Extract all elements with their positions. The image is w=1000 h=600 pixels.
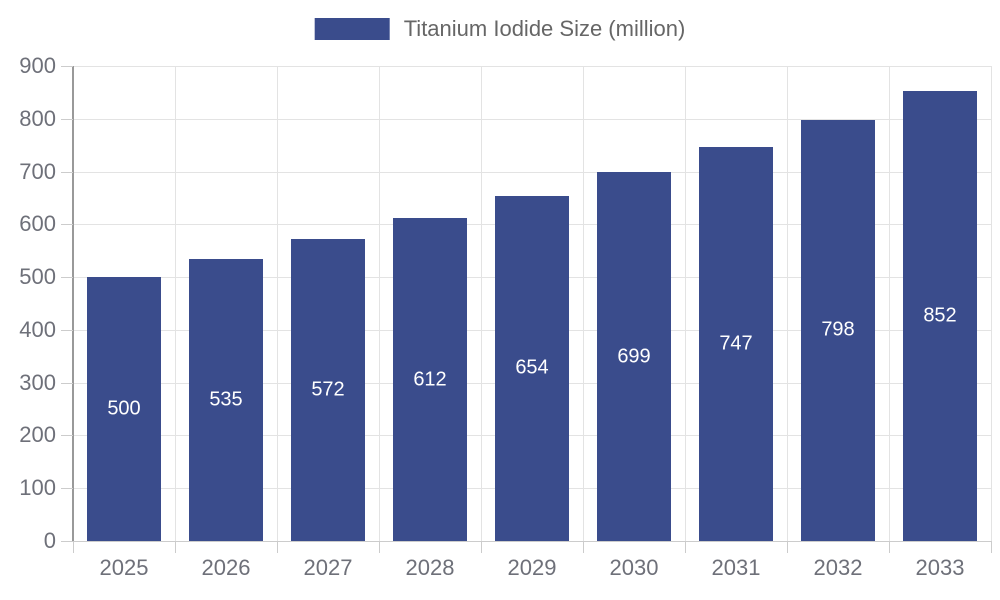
gridline-vertical — [889, 66, 890, 541]
gridline-vertical — [787, 66, 788, 541]
legend[interactable]: Titanium Iodide Size (million) — [315, 16, 686, 42]
y-tick-mark — [61, 66, 73, 67]
x-tick-mark — [481, 541, 482, 553]
x-tick-mark — [379, 541, 380, 553]
bar-2033[interactable]: 852 — [903, 91, 977, 541]
x-axis-tick-label: 2026 — [175, 557, 277, 579]
x-tick-mark — [175, 541, 176, 553]
bar-chart: Titanium Iodide Size (million) 500 535 572… — [0, 0, 1000, 600]
gridline-vertical — [991, 66, 992, 541]
y-axis-line — [72, 66, 74, 541]
bar-2031[interactable]: 747 — [699, 147, 773, 541]
bar-2030[interactable]: 699 — [597, 172, 671, 541]
y-axis-tick-label: 400 — [0, 319, 56, 341]
y-axis-tick-label: 600 — [0, 213, 56, 235]
bar-2025[interactable]: 500 — [87, 277, 161, 541]
x-axis-tick-label: 2031 — [685, 557, 787, 579]
bar-value-label: 798 — [801, 319, 875, 342]
x-tick-mark — [583, 541, 584, 553]
x-tick-mark — [787, 541, 788, 553]
gridline-horizontal — [73, 66, 991, 67]
plot-area: 500 535 572 612 654 699 747 798 852 — [73, 66, 991, 541]
gridline-vertical — [583, 66, 584, 541]
y-tick-mark — [61, 488, 73, 489]
bar-value-label: 747 — [699, 332, 773, 355]
y-tick-mark — [61, 224, 73, 225]
bar-value-label: 612 — [393, 368, 467, 391]
bar-2032[interactable]: 798 — [801, 120, 875, 541]
x-axis-tick-label: 2030 — [583, 557, 685, 579]
x-axis-tick-label: 2028 — [379, 557, 481, 579]
y-tick-mark — [61, 330, 73, 331]
legend-label: Titanium Iodide Size (million) — [404, 16, 686, 42]
bar-value-label: 572 — [291, 379, 365, 402]
gridline-vertical — [379, 66, 380, 541]
y-tick-mark — [61, 119, 73, 120]
y-axis-tick-label: 500 — [0, 266, 56, 288]
bar-value-label: 500 — [87, 398, 161, 421]
gridline-vertical — [685, 66, 686, 541]
y-axis-tick-label: 700 — [0, 161, 56, 183]
y-tick-mark — [61, 383, 73, 384]
y-tick-mark — [61, 435, 73, 436]
x-tick-mark — [73, 541, 74, 553]
gridline-vertical — [481, 66, 482, 541]
gridline-vertical — [277, 66, 278, 541]
x-tick-mark — [889, 541, 890, 553]
bar-2027[interactable]: 572 — [291, 239, 365, 541]
bar-value-label: 654 — [495, 357, 569, 380]
bar-2028[interactable]: 612 — [393, 218, 467, 541]
gridline-vertical — [175, 66, 176, 541]
y-tick-mark — [61, 541, 73, 542]
y-tick-mark — [61, 172, 73, 173]
x-axis-tick-label: 2029 — [481, 557, 583, 579]
y-axis-tick-label: 0 — [0, 530, 56, 552]
x-axis-tick-label: 2033 — [889, 557, 991, 579]
x-tick-mark — [685, 541, 686, 553]
bar-value-label: 852 — [903, 305, 977, 328]
bar-value-label: 699 — [597, 345, 671, 368]
x-axis-tick-label: 2032 — [787, 557, 889, 579]
y-axis-tick-label: 300 — [0, 372, 56, 394]
y-axis-tick-label: 800 — [0, 108, 56, 130]
x-axis-tick-label: 2025 — [73, 557, 175, 579]
x-tick-mark — [277, 541, 278, 553]
bar-2026[interactable]: 535 — [189, 259, 263, 541]
x-axis-line — [73, 541, 991, 542]
y-axis-tick-label: 100 — [0, 477, 56, 499]
y-axis-tick-label: 200 — [0, 424, 56, 446]
x-tick-mark — [991, 541, 992, 553]
x-axis-tick-label: 2027 — [277, 557, 379, 579]
bar-value-label: 535 — [189, 388, 263, 411]
legend-swatch-icon — [315, 18, 390, 40]
bar-2029[interactable]: 654 — [495, 196, 569, 541]
y-tick-mark — [61, 277, 73, 278]
y-axis-tick-label: 900 — [0, 55, 56, 77]
